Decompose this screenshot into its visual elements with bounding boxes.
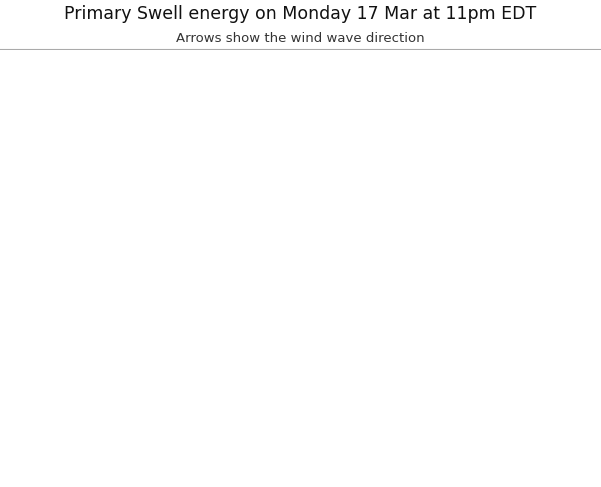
Text: Map requires cartopy: Map requires cartopy bbox=[197, 259, 404, 278]
Text: Primary Swell energy on Monday 17 Mar at 11pm EDT: Primary Swell energy on Monday 17 Mar at… bbox=[64, 5, 537, 23]
Text: Arrows show the wind wave direction: Arrows show the wind wave direction bbox=[176, 33, 425, 45]
